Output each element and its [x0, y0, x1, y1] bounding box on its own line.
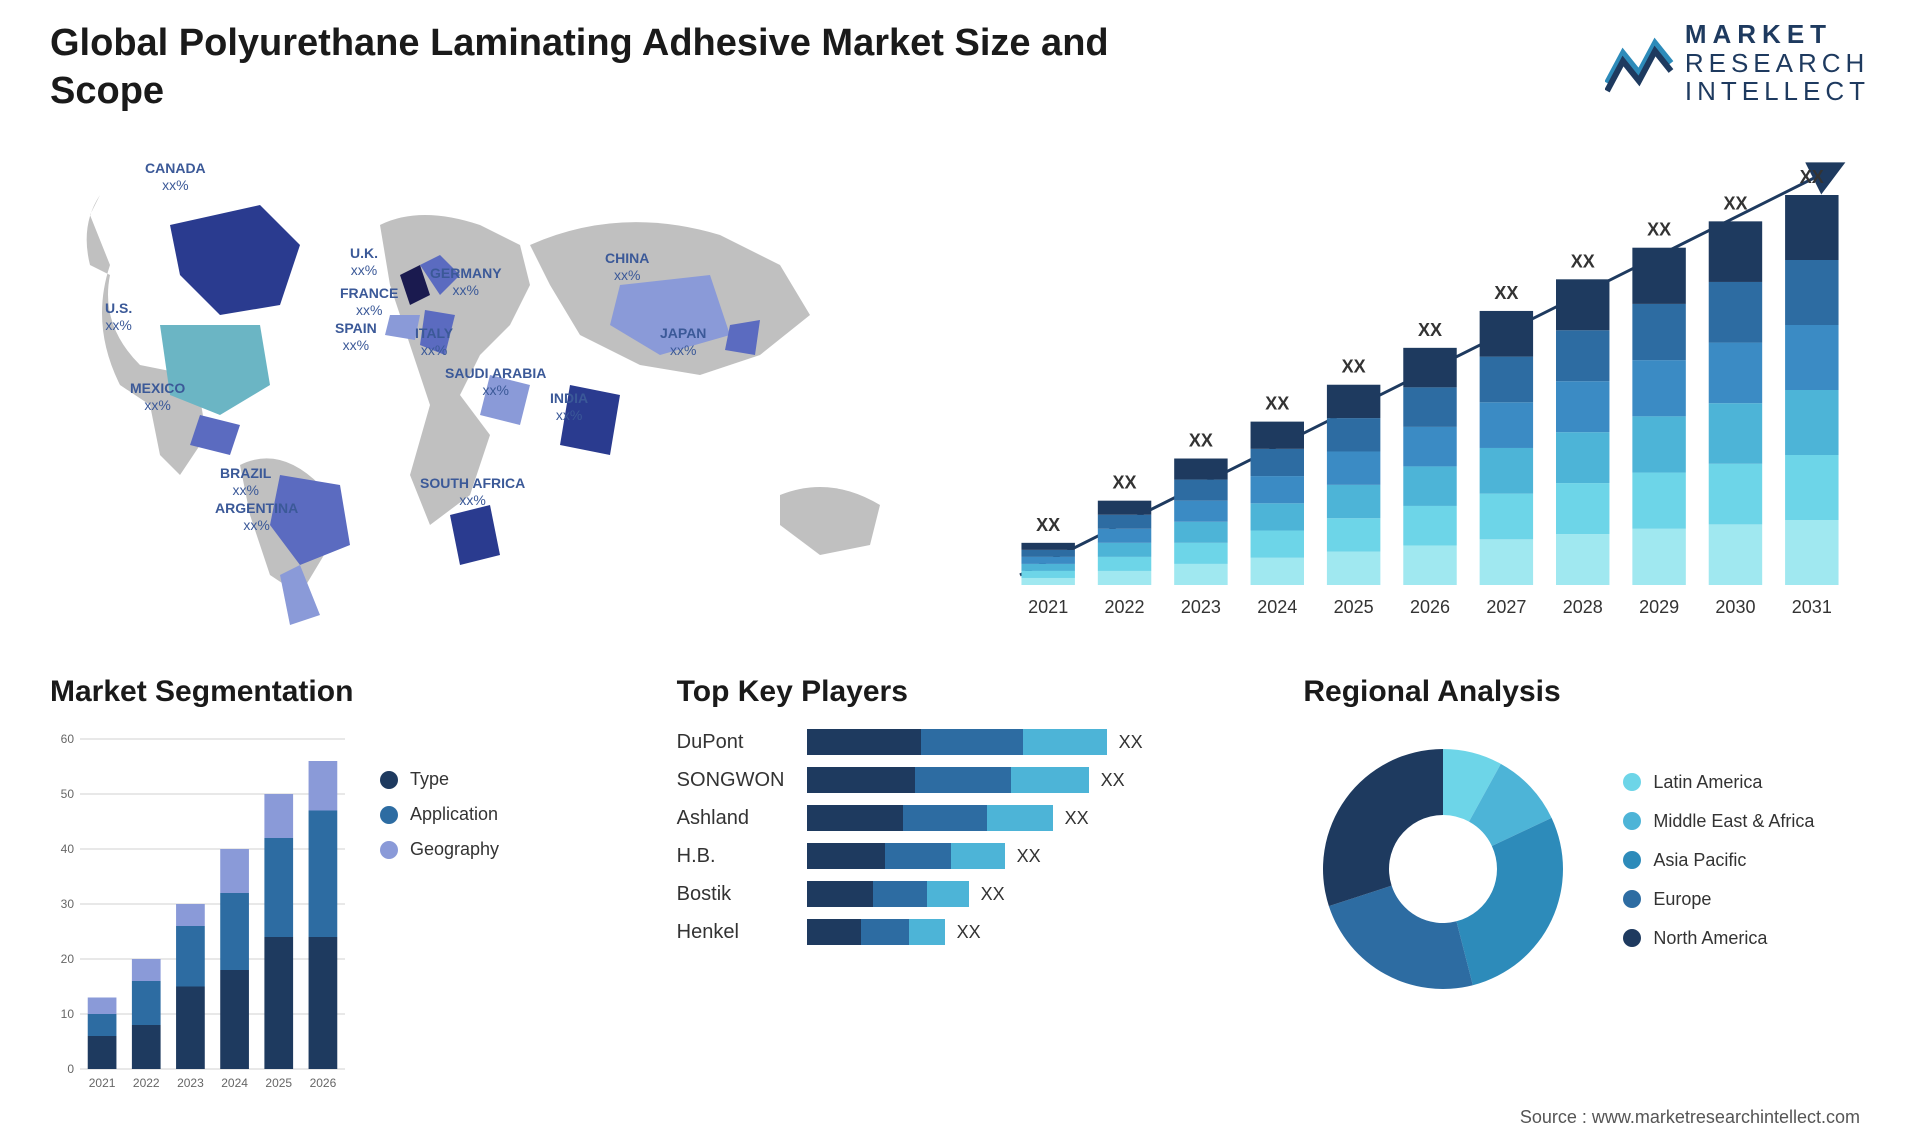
map-label: CANADAxx% — [145, 160, 206, 194]
map-label: SAUDI ARABIAxx% — [445, 365, 546, 399]
player-row: H.B. XX — [677, 843, 1244, 869]
regional-title: Regional Analysis — [1303, 675, 1870, 709]
map-label: CHINAxx% — [605, 250, 649, 284]
player-value: XX — [1065, 808, 1089, 829]
svg-text:20: 20 — [61, 952, 75, 966]
page-title: Global Polyurethane Laminating Adhesive … — [50, 20, 1150, 115]
svg-text:2023: 2023 — [177, 1076, 204, 1090]
svg-text:2028: 2028 — [1563, 597, 1603, 617]
svg-text:0: 0 — [67, 1062, 74, 1076]
svg-text:2021: 2021 — [89, 1076, 116, 1090]
player-name: Bostik — [677, 883, 807, 906]
players-panel: Top Key Players DuPontXXSONGWONXXAshland… — [677, 675, 1244, 1115]
svg-text:2022: 2022 — [1105, 597, 1145, 617]
legend-item: Application — [380, 804, 499, 825]
svg-text:2024: 2024 — [1257, 597, 1297, 617]
segmentation-panel: Market Segmentation 0 10 20 30 40 50 60 2021 202… — [50, 675, 617, 1115]
svg-text:30: 30 — [61, 897, 75, 911]
svg-text:XX: XX — [1723, 193, 1747, 213]
svg-text:2024: 2024 — [221, 1076, 248, 1090]
player-name: Ashland — [677, 807, 807, 830]
players-title: Top Key Players — [677, 675, 1244, 709]
legend-item: Asia Pacific — [1623, 850, 1814, 871]
svg-text:2021: 2021 — [1028, 597, 1068, 617]
legend-item: Latin America — [1623, 772, 1814, 793]
player-name: Henkel — [677, 921, 807, 944]
svg-text:2027: 2027 — [1486, 597, 1526, 617]
svg-text:2026: 2026 — [310, 1076, 337, 1090]
player-row: Ashland XX — [677, 805, 1244, 831]
map-label: FRANCExx% — [340, 285, 398, 319]
players-rows: DuPont XX SONGWON XX Ashland XX H.B. XX Bostik XX… — [677, 729, 1244, 945]
svg-text:50: 50 — [61, 787, 75, 801]
logo-icon — [1605, 33, 1675, 93]
regional-legend: Latin America Middle East & Africa Asia Pa… — [1623, 772, 1814, 967]
map-label: U.S.xx% — [105, 300, 132, 334]
svg-text:XX: XX — [1647, 220, 1671, 240]
map-label: ARGENTINAxx% — [215, 500, 298, 534]
player-row: Bostik XX — [677, 881, 1244, 907]
player-row: DuPont XX — [677, 729, 1244, 755]
map-label: SOUTH AFRICAxx% — [420, 475, 525, 509]
map-label: GERMANYxx% — [430, 265, 502, 299]
player-row: SONGWON XX — [677, 767, 1244, 793]
growth-chart-svg: XX 2021 XX 2022 XX 2023 XX 2024 XX 2025 XX 2026 XX 20… — [990, 125, 1870, 645]
source-text: Source : www.marketresearchintellect.com — [1520, 1107, 1860, 1128]
logo-line3: INTELLECT — [1685, 77, 1870, 106]
legend-item: Europe — [1623, 889, 1814, 910]
player-value: XX — [1119, 732, 1143, 753]
growth-chart-panel: XX 2021 XX 2022 XX 2023 XX 2024 XX 2025 XX 2026 XX 20… — [990, 125, 1870, 645]
player-name: SONGWON — [677, 769, 807, 792]
svg-text:XX: XX — [1571, 251, 1595, 271]
svg-text:2022: 2022 — [133, 1076, 160, 1090]
svg-text:10: 10 — [61, 1007, 75, 1021]
svg-text:XX: XX — [1036, 515, 1060, 535]
player-value: XX — [1101, 770, 1125, 791]
player-name: DuPont — [677, 731, 807, 754]
svg-text:XX: XX — [1189, 431, 1213, 451]
map-label: JAPANxx% — [660, 325, 706, 359]
world-map-panel: CANADAxx% U.S.xx% MEXICOxx% BRAZILxx%ARGENT… — [50, 125, 950, 645]
svg-text:2030: 2030 — [1715, 597, 1755, 617]
svg-text:XX: XX — [1342, 357, 1366, 377]
logo-line2: RESEARCH — [1685, 49, 1870, 78]
logo-line1: MARKET — [1685, 20, 1870, 49]
svg-text:XX: XX — [1494, 283, 1518, 303]
legend-item: Middle East & Africa — [1623, 811, 1814, 832]
player-value: XX — [957, 922, 981, 943]
svg-text:2025: 2025 — [265, 1076, 292, 1090]
legend-item: Geography — [380, 839, 499, 860]
map-label: MEXICOxx% — [130, 380, 185, 414]
map-label: U.K.xx% — [350, 245, 378, 279]
map-label: ITALYxx% — [415, 325, 453, 359]
svg-text:2029: 2029 — [1639, 597, 1679, 617]
map-label: BRAZILxx% — [220, 465, 271, 499]
svg-text:2025: 2025 — [1334, 597, 1374, 617]
player-name: H.B. — [677, 845, 807, 868]
map-label: SPAINxx% — [335, 320, 377, 354]
legend-item: North America — [1623, 928, 1814, 949]
svg-text:60: 60 — [61, 732, 75, 746]
segmentation-title: Market Segmentation — [50, 675, 617, 709]
svg-text:2023: 2023 — [1181, 597, 1221, 617]
svg-text:40: 40 — [61, 842, 75, 856]
svg-text:XX: XX — [1800, 167, 1824, 187]
segmentation-chart-svg: 0 10 20 30 40 50 60 2021 2022 2023 2024 2025 2026 — [50, 729, 350, 1099]
legend-item: Type — [380, 769, 499, 790]
map-label: INDIAxx% — [550, 390, 588, 424]
svg-text:2026: 2026 — [1410, 597, 1450, 617]
player-value: XX — [1017, 846, 1041, 867]
svg-text:2031: 2031 — [1792, 597, 1832, 617]
regional-donut-svg — [1303, 729, 1583, 1009]
regional-panel: Regional Analysis Latin America Middle Ea… — [1303, 675, 1870, 1115]
svg-text:XX: XX — [1418, 320, 1442, 340]
svg-text:XX: XX — [1265, 394, 1289, 414]
svg-text:XX: XX — [1113, 473, 1137, 493]
player-row: Henkel XX — [677, 919, 1244, 945]
segmentation-legend: Type Application Geography — [380, 769, 499, 1099]
brand-logo: MARKET RESEARCH INTELLECT — [1605, 20, 1870, 106]
player-value: XX — [981, 884, 1005, 905]
